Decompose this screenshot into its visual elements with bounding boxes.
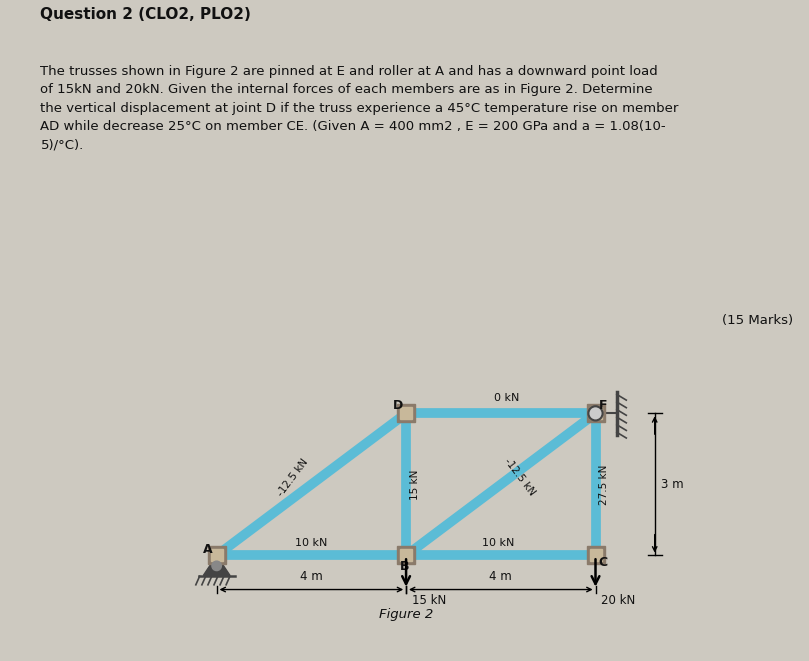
Text: D: D bbox=[393, 399, 403, 412]
Text: 20 kN: 20 kN bbox=[601, 594, 635, 607]
Text: 3 m: 3 m bbox=[661, 478, 684, 491]
Text: 0 kN: 0 kN bbox=[493, 393, 519, 403]
Text: -12.5 kN: -12.5 kN bbox=[502, 457, 537, 498]
Polygon shape bbox=[203, 555, 230, 575]
Text: -12.5 kN: -12.5 kN bbox=[275, 457, 310, 498]
Text: 4 m: 4 m bbox=[489, 570, 512, 583]
Circle shape bbox=[212, 561, 222, 570]
Text: B: B bbox=[400, 560, 409, 572]
Text: 10 kN: 10 kN bbox=[482, 538, 515, 549]
Text: 10 kN: 10 kN bbox=[295, 538, 328, 549]
Text: A: A bbox=[202, 543, 212, 556]
Text: 15 kN: 15 kN bbox=[409, 469, 420, 500]
Text: 27.5 kN: 27.5 kN bbox=[599, 464, 609, 504]
Text: 4 m: 4 m bbox=[300, 570, 323, 583]
Text: C: C bbox=[599, 556, 608, 569]
Text: (15 Marks): (15 Marks) bbox=[722, 314, 793, 327]
Text: F: F bbox=[599, 399, 608, 412]
Text: The trusses shown in Figure 2 are pinned at E and roller at A and has a downward: The trusses shown in Figure 2 are pinned… bbox=[40, 65, 679, 152]
Circle shape bbox=[588, 407, 603, 420]
Text: Figure 2: Figure 2 bbox=[379, 608, 433, 621]
Text: 15 kN: 15 kN bbox=[412, 594, 446, 607]
Text: Question 2 (CLO2, PLO2): Question 2 (CLO2, PLO2) bbox=[40, 7, 252, 22]
